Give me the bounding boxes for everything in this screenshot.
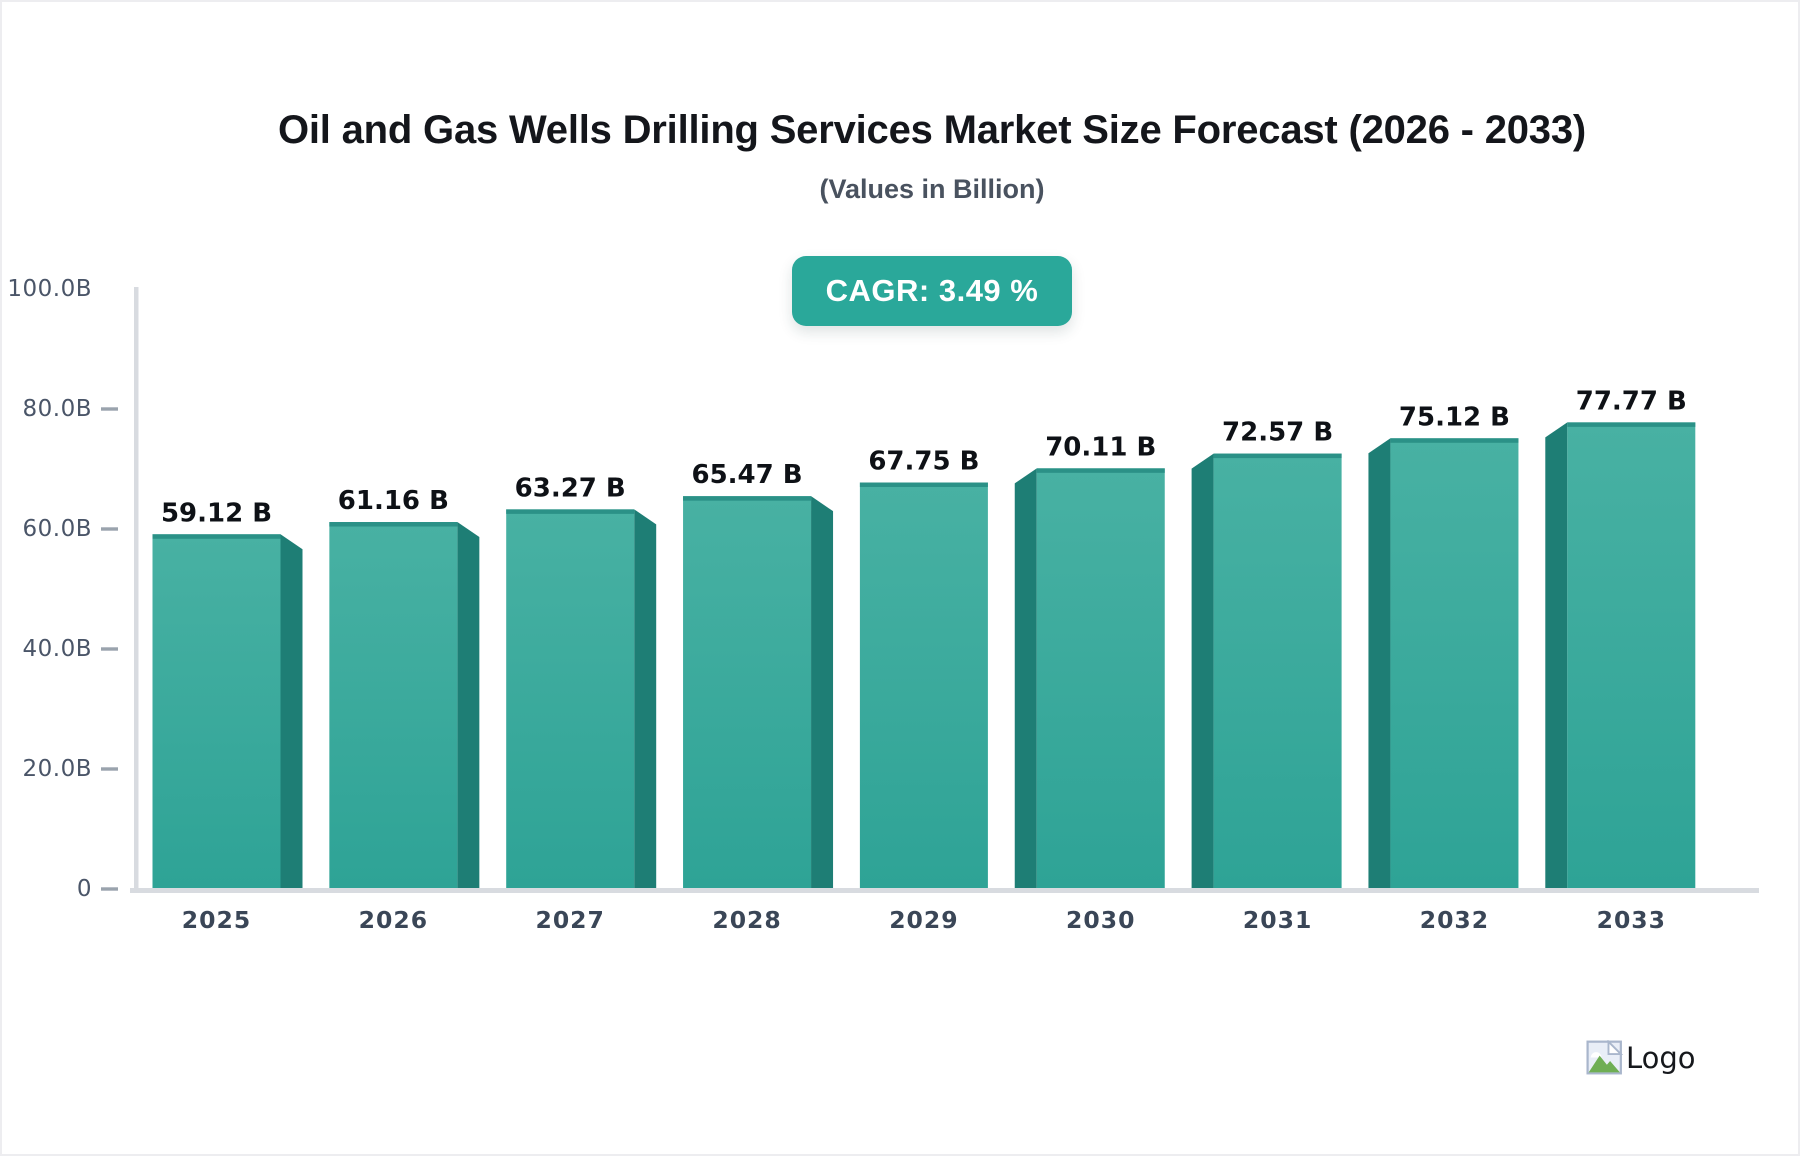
bar-group-2025: 59.12 B 2025 — [152, 498, 303, 934]
y-tick-dash — [101, 887, 118, 891]
bar-side — [811, 496, 834, 888]
logo-alt-text: Logo — [1626, 1040, 1696, 1075]
bar-group-2032: 75.12 B 2032 — [1368, 402, 1519, 934]
x-axis-label: 2026 — [359, 906, 428, 934]
y-axis-line — [134, 287, 139, 891]
y-tick-dash — [101, 407, 118, 411]
x-axis-label: 2033 — [1597, 906, 1666, 934]
bar-side — [1014, 468, 1037, 888]
bar-value-label: 72.57 B — [1222, 418, 1333, 448]
bar-top-edge — [152, 534, 281, 539]
x-axis-label: 2025 — [182, 906, 251, 934]
y-tick-label: 0 — [77, 876, 92, 902]
x-axis-label: 2027 — [535, 906, 604, 934]
bar-value-label: 63.27 B — [515, 473, 626, 503]
x-axis-label: 2029 — [889, 906, 958, 934]
bar-group-2028: 65.47 B 2028 — [683, 460, 834, 934]
bar-side — [280, 534, 303, 888]
bar-group-2027: 63.27 B 2027 — [506, 473, 657, 934]
bar-value-label: 59.12 B — [161, 498, 272, 528]
bar-group-2029: 67.75 B 2029 — [859, 447, 988, 934]
y-tick-dash — [101, 767, 118, 771]
bar-face — [329, 522, 458, 888]
y-tick-label: 100.0B — [7, 276, 92, 302]
bar-side — [1191, 453, 1214, 888]
x-axis-label: 2030 — [1066, 906, 1135, 934]
bar-top-edge — [1390, 438, 1519, 443]
y-tick-label: 40.0B — [23, 636, 93, 662]
bar-face — [683, 496, 812, 888]
bar-face — [1036, 468, 1165, 888]
bar-face — [506, 509, 635, 888]
cagr-badge-wrap: CAGR: 3.49 % — [66, 256, 1798, 326]
chart-title: Oil and Gas Wells Drilling Services Mark… — [277, 108, 1587, 152]
bar-top-edge — [1036, 468, 1165, 473]
bar-face — [1567, 422, 1696, 888]
x-axis-label: 2032 — [1420, 906, 1489, 934]
bar-face — [859, 482, 988, 888]
bar-group-2031: 72.57 B 2031 — [1191, 418, 1342, 934]
bar-top-edge — [859, 482, 988, 487]
bar-value-label: 65.47 B — [691, 460, 802, 490]
bar-value-label: 75.12 B — [1399, 402, 1510, 432]
bar-side — [1545, 422, 1568, 888]
bar-side — [634, 509, 657, 888]
logo-placeholder: Logo — [1586, 1040, 1696, 1075]
bar-top-edge — [1567, 422, 1696, 427]
x-axis-line — [130, 888, 1759, 893]
bar-value-label: 67.75 B — [868, 447, 979, 477]
bar-top-edge — [506, 509, 635, 514]
y-tick-dash — [101, 647, 118, 651]
y-tick-dash — [101, 527, 118, 531]
bar-top-edge — [329, 522, 458, 527]
bar-top-edge — [683, 496, 812, 501]
bar-side — [457, 522, 480, 888]
bar-top-edge — [1213, 453, 1342, 459]
cagr-badge: CAGR: 3.49 % — [791, 256, 1073, 326]
bar-group-2030: 70.11 B 2030 — [1014, 432, 1165, 934]
bar-side — [1368, 438, 1391, 888]
chart-subtitle: (Values in Billion) — [819, 174, 1045, 204]
bar-face — [1390, 438, 1519, 888]
broken-image-icon — [1586, 1040, 1624, 1075]
bar-group-2026: 61.16 B 2026 — [329, 486, 480, 934]
bar-face — [152, 534, 281, 888]
y-tick-label: 80.0B — [23, 396, 93, 422]
x-axis-label: 2031 — [1243, 906, 1312, 934]
y-tick-label: 60.0B — [23, 516, 93, 542]
bar-face — [1213, 453, 1342, 888]
bar-value-label: 61.16 B — [338, 486, 449, 516]
x-axis-label: 2028 — [712, 906, 781, 934]
bar-value-label: 70.11 B — [1045, 432, 1156, 462]
bar-group-2033: 77.77 B 2033 — [1545, 386, 1696, 934]
bar-value-label: 77.77 B — [1576, 386, 1687, 416]
y-tick-label: 20.0B — [23, 756, 93, 782]
